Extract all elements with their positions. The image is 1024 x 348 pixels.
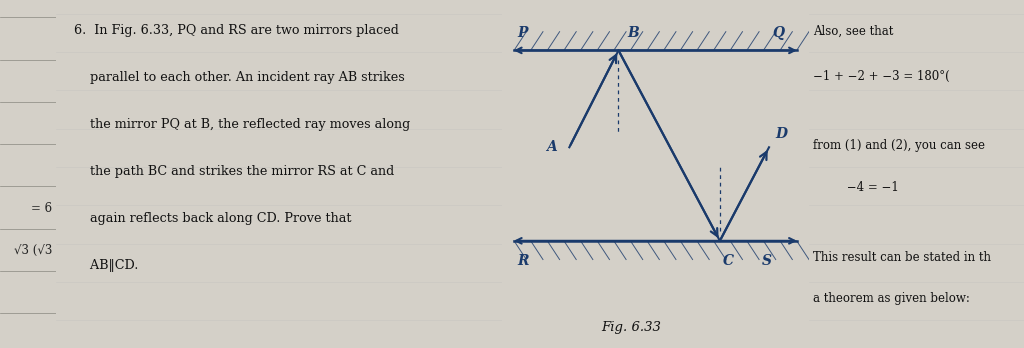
Text: = 6: = 6	[31, 202, 52, 215]
Text: √3 (√3: √3 (√3	[14, 244, 52, 256]
Text: C: C	[723, 254, 734, 268]
Text: Q: Q	[772, 26, 784, 40]
Text: parallel to each other. An incident ray AB strikes: parallel to each other. An incident ray …	[74, 71, 404, 84]
Text: This result can be stated in th: This result can be stated in th	[813, 251, 991, 263]
Text: Also, see that: Also, see that	[813, 24, 894, 37]
Text: S: S	[762, 254, 772, 268]
Text: B: B	[628, 26, 639, 40]
Text: A: A	[547, 140, 557, 154]
Text: the path BC and strikes the mirror RS at C and: the path BC and strikes the mirror RS at…	[74, 165, 394, 178]
Text: −1 + −2 + −3 = 180°(: −1 + −2 + −3 = 180°(	[813, 70, 950, 82]
Text: 6.  In Fig. 6.33, PQ and RS are two mirrors placed: 6. In Fig. 6.33, PQ and RS are two mirro…	[74, 24, 399, 37]
Text: D: D	[775, 127, 787, 141]
Text: from (1) and (2), you can see: from (1) and (2), you can see	[813, 139, 985, 152]
Text: Fig. 6.33: Fig. 6.33	[601, 321, 660, 334]
Text: −4 = −1: −4 = −1	[813, 181, 899, 194]
Text: AB‖CD.: AB‖CD.	[74, 259, 138, 272]
Text: again reflects back along CD. Prove that: again reflects back along CD. Prove that	[74, 212, 351, 225]
Text: P: P	[517, 26, 527, 40]
Text: a theorem as given below:: a theorem as given below:	[813, 292, 970, 305]
Text: R: R	[517, 254, 528, 268]
Text: the mirror PQ at B, the reflected ray moves along: the mirror PQ at B, the reflected ray mo…	[74, 118, 411, 131]
